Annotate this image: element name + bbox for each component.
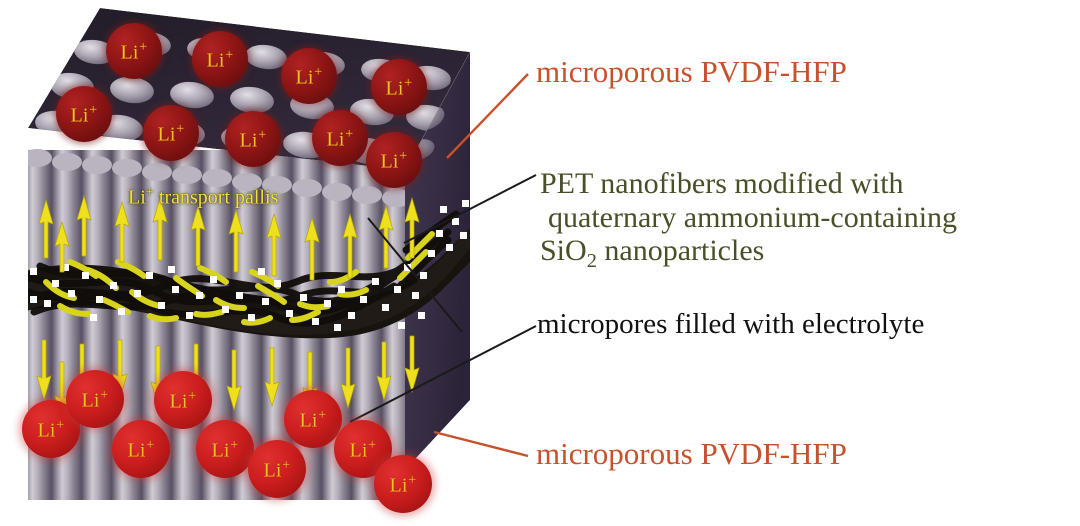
label-sio2-subscript: 2 xyxy=(586,250,597,273)
li-ion-sphere: Li+ xyxy=(334,420,392,478)
arrow-up-group xyxy=(38,194,420,281)
li-ion-sphere: Li+ xyxy=(366,132,422,188)
li-ion-sphere: Li+ xyxy=(112,420,170,478)
leader-line-bottom-pvdf xyxy=(433,430,529,458)
pet-nanofiber-mat xyxy=(28,200,470,339)
leader-line-micropores-a xyxy=(367,217,463,333)
li-ion-sphere: Li+ xyxy=(143,105,199,161)
li-ion-sphere: Li+ xyxy=(284,390,342,448)
li-transport-prefix: Li xyxy=(128,186,146,209)
li-ion-sphere: Li+ xyxy=(192,31,248,87)
sio2-nanoparticles xyxy=(30,200,469,331)
li-transport-charge: + xyxy=(145,184,154,200)
li-ion-sphere: Li+ xyxy=(371,59,427,115)
label-pet-line-2: quaternary ammonium-containing xyxy=(548,200,958,234)
label-sio2-suffix: nanoparticles xyxy=(596,234,765,268)
label-pet-line-1: PET nanofibers modified with xyxy=(540,167,904,200)
li-ion-sphere: Li+ xyxy=(374,455,432,513)
li-ion-sphere: Li+ xyxy=(106,23,162,79)
channel-tops xyxy=(28,149,405,207)
label-pet-nanofibers: PET nanofibers modified with quaternary … xyxy=(540,167,1080,273)
li-ion-sphere: Li+ xyxy=(66,370,124,428)
li-ion-sphere: Li+ xyxy=(196,420,254,478)
leader-line-micropores-b xyxy=(349,325,537,423)
modified-fiber-segments xyxy=(43,231,435,326)
label-pet-line-3: SiO2 nanoparticles xyxy=(540,234,1080,273)
li-ion-sphere: Li+ xyxy=(312,110,368,166)
leader-line-pet xyxy=(403,174,537,244)
leader-lines xyxy=(349,73,537,458)
label-bottom-pvdf-hfp: microporous PVDF-HFP xyxy=(536,436,847,471)
label-top-pvdf-hfp: microporous PVDF-HFP xyxy=(536,54,847,89)
li-ion-sphere: Li+ xyxy=(56,86,112,142)
label-micropores-electrolyte: micropores filled with electrolyte xyxy=(537,308,925,340)
label-sio2-prefix: SiO xyxy=(540,234,587,268)
li-transport-suffix: transport pallis xyxy=(153,186,279,209)
li-ion-sphere: Li+ xyxy=(225,111,281,167)
li-ion-sphere: Li+ xyxy=(154,371,212,429)
li-transport-pallis-annotation: Li+ transport pallis xyxy=(128,184,278,210)
li-ion-sphere: Li+ xyxy=(248,440,306,498)
li-ion-sphere: Li+ xyxy=(281,48,337,104)
leader-line-top-pvdf xyxy=(446,73,529,159)
